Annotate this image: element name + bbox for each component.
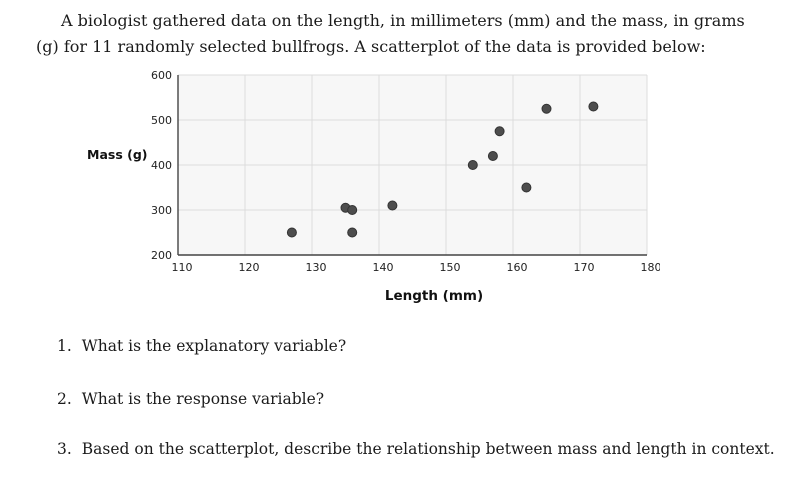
x-tick-label: 160 [507,261,528,274]
question-3-text: Based on the scatterplot, describe the r… [81,440,775,458]
data-point [387,200,398,211]
x-tick-label: 110 [172,261,193,274]
x-tick-label: 170 [574,261,595,274]
x-tick-label: 140 [373,261,394,274]
question-2: 2. What is the response variable? [57,388,324,410]
data-point [286,227,297,238]
data-point [588,101,599,112]
x-tick-label: 120 [239,261,260,274]
data-point [521,182,532,193]
data-point [494,126,505,137]
data-point [347,227,358,238]
y-tick-label: 300 [151,204,172,217]
intro-paragraph: A biologist gathered data on the length,… [36,11,745,56]
question-2-text: What is the response variable? [81,390,325,408]
question-2-number: 2. [57,390,72,408]
y-tick-label: 600 [151,70,172,82]
question-3-number: 3. [57,440,72,458]
data-point [467,160,478,170]
question-1: 1. What is the explanatory variable? [57,335,346,357]
y-tick-label: 400 [151,159,172,172]
question-1-number: 1. [57,337,72,355]
question-3: 3. Based on the scatterplot, describe the… [57,438,775,460]
data-point [487,151,498,161]
question-1-text: What is the explanatory variable? [81,337,347,355]
scatterplot-svg: 200 300 400 500 600 110 120 130 140 150 160 170 180 [151,70,661,274]
scatterplot-chart: Mass (g) 200 300 400 500 600 110 120 130 140 150 1… [75,70,660,305]
data-point [347,205,358,215]
y-axis-title: Mass (g) [87,147,148,162]
y-tick-label: 500 [151,114,172,127]
data-point [541,103,552,114]
x-axis-title: Length (mm) [384,288,484,304]
x-tick-label: 130 [306,261,327,274]
y-tick-label: 200 [151,249,172,262]
x-tick-label: 180 [641,261,661,274]
x-tick-label: 150 [440,261,461,274]
